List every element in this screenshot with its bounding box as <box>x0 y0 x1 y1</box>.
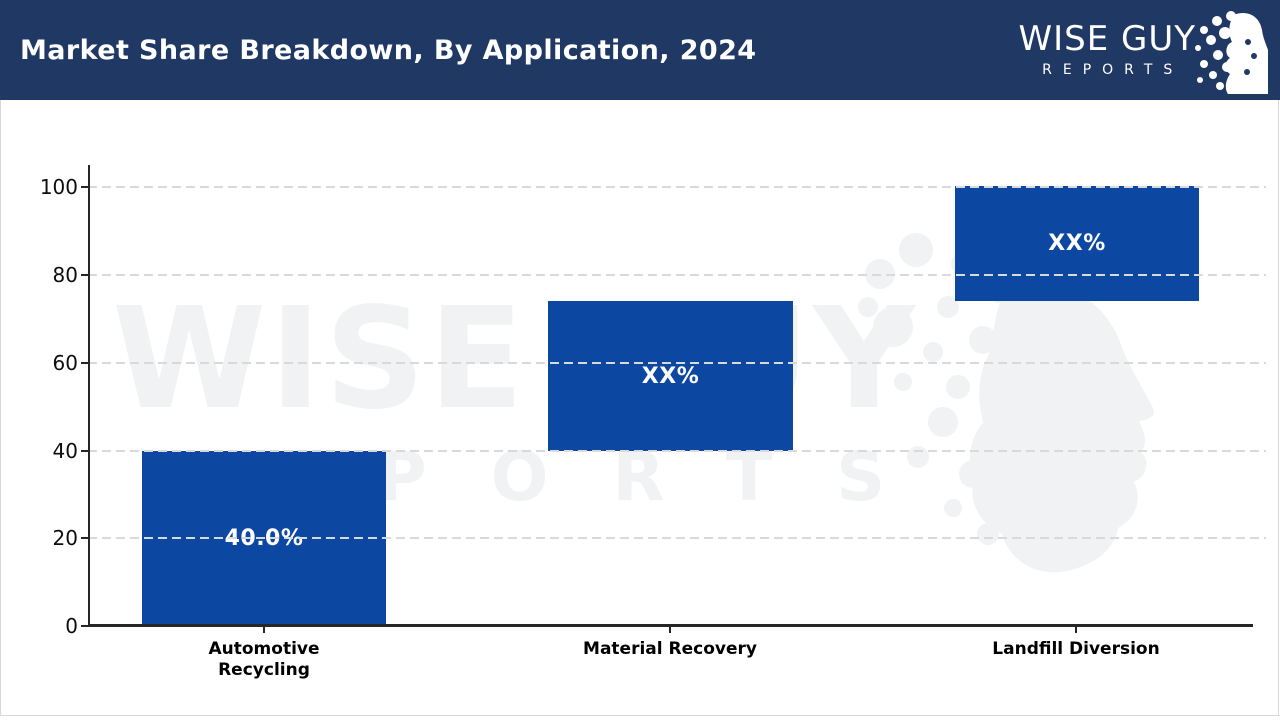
gridline-40 <box>88 450 1266 452</box>
y-tick <box>81 362 89 364</box>
x-category-landfill-diversion: Landfill Diversion <box>946 639 1206 660</box>
x-axis-line <box>88 624 1253 627</box>
y-tick-label-40: 40 <box>52 439 78 463</box>
x-tick <box>669 627 671 633</box>
category-line: Recycling <box>218 660 310 680</box>
y-tick <box>81 186 89 188</box>
gridline-100 <box>88 186 1266 188</box>
header-band: Market Share Breakdown, By Application, … <box>0 0 1280 100</box>
page-border-bottom <box>0 715 1280 716</box>
y-tick <box>81 625 89 627</box>
bar-material-recovery: XX% <box>548 301 793 451</box>
y-tick <box>81 450 89 452</box>
y-axis-line <box>88 165 90 627</box>
page-border-left <box>0 100 1 716</box>
brand-subname: REPORTS <box>1042 62 1184 78</box>
watermark-brand-text: WISE GUY <box>112 278 918 441</box>
x-category-automotive-recycling: Automotive Recycling <box>134 639 394 681</box>
y-tick-label-80: 80 <box>52 263 78 287</box>
brand-name: WISE GUY <box>1018 19 1196 59</box>
bar-landfill-diversion: XX% <box>955 186 1199 301</box>
y-tick-label-20: 20 <box>52 526 78 550</box>
y-tick-label-100: 100 <box>39 175 78 199</box>
y-tick-label-60: 60 <box>52 351 78 375</box>
y-tick <box>81 274 89 276</box>
category-line: Landfill Diversion <box>992 639 1160 659</box>
category-line: Automotive <box>208 639 320 659</box>
gridline-20 <box>88 537 1266 539</box>
category-line: Material Recovery <box>583 639 757 659</box>
x-tick <box>263 627 265 633</box>
bar-value-label: XX% <box>1048 231 1106 256</box>
y-tick-label-0: 0 <box>65 614 78 638</box>
y-tick <box>81 537 89 539</box>
logo-face-icon <box>1195 11 1268 94</box>
brand-logo: WISE GUY REPORTS <box>1006 0 1268 100</box>
gridline-80 <box>88 274 1266 276</box>
page-title: Market Share Breakdown, By Application, … <box>20 34 757 66</box>
bar-value-label: XX% <box>641 363 700 389</box>
x-category-material-recovery: Material Recovery <box>540 639 800 660</box>
page-border-right <box>1278 100 1279 716</box>
brand-logo-text: WISE GUY REPORTS <box>1018 20 1196 80</box>
x-tick <box>1075 627 1077 633</box>
gridline-60 <box>88 362 1266 364</box>
